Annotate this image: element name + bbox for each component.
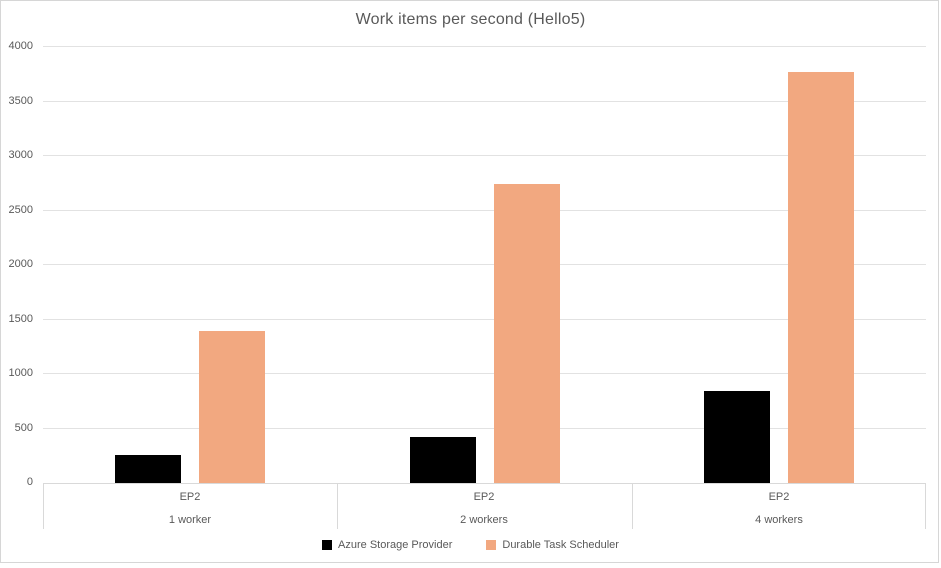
bar-azure-storage-provider	[115, 455, 181, 483]
y-axis-tick-label: 3500	[8, 95, 33, 107]
category-label-workers: 4 workers	[755, 514, 803, 526]
legend-label: Azure Storage Provider	[338, 539, 453, 551]
category-label-sku: EP2	[179, 491, 201, 503]
gridline	[43, 428, 926, 429]
y-axis-tick-label: 500	[14, 422, 33, 434]
bar-durable-task-scheduler	[788, 72, 854, 483]
bar-durable-task-scheduler	[199, 331, 265, 483]
legend-swatch-icon	[322, 540, 333, 550]
gridline	[43, 101, 926, 102]
legend: Azure Storage Provider Durable Task Sched…	[0, 539, 941, 551]
bar-azure-storage-provider	[410, 437, 476, 483]
y-axis-tick-label: 2500	[8, 204, 33, 216]
category-label-sku: EP2	[473, 491, 495, 503]
gridline	[43, 264, 926, 265]
legend-swatch-icon	[486, 540, 497, 550]
legend-item: Durable Task Scheduler	[486, 539, 619, 551]
y-axis: 0 500 1000 1500 2000 2500 3000 3500 4000	[0, 40, 35, 488]
category-label-workers: 2 workers	[460, 514, 508, 526]
category-divider	[337, 484, 338, 529]
x-axis-category-band: EP2 1 worker EP2 2 workers EP2 4 workers	[43, 483, 926, 530]
gridline	[43, 373, 926, 374]
y-axis-tick-label: 2000	[8, 258, 33, 270]
chart-title: Work items per second (Hello5)	[355, 11, 586, 28]
y-axis-tick-label: 4000	[8, 40, 33, 52]
gridline	[43, 210, 926, 211]
category-divider	[925, 484, 926, 529]
legend-item: Azure Storage Provider	[322, 539, 452, 551]
legend-label: Durable Task Scheduler	[502, 539, 619, 551]
bar-durable-task-scheduler	[494, 184, 560, 483]
gridline	[43, 319, 926, 320]
y-axis-tick-label: 1000	[8, 367, 33, 379]
gridline	[43, 155, 926, 156]
y-axis-tick-label: 3000	[8, 149, 33, 161]
y-axis-tick-label: 1500	[8, 313, 33, 325]
category-label-workers: 1 worker	[168, 514, 212, 526]
category-divider	[43, 484, 44, 529]
y-axis-tick-label: 0	[26, 476, 33, 488]
category-divider	[632, 484, 633, 529]
category-label-sku: EP2	[768, 491, 790, 503]
gridline	[43, 46, 926, 47]
plot-area	[43, 46, 926, 484]
bar-azure-storage-provider	[704, 391, 770, 483]
